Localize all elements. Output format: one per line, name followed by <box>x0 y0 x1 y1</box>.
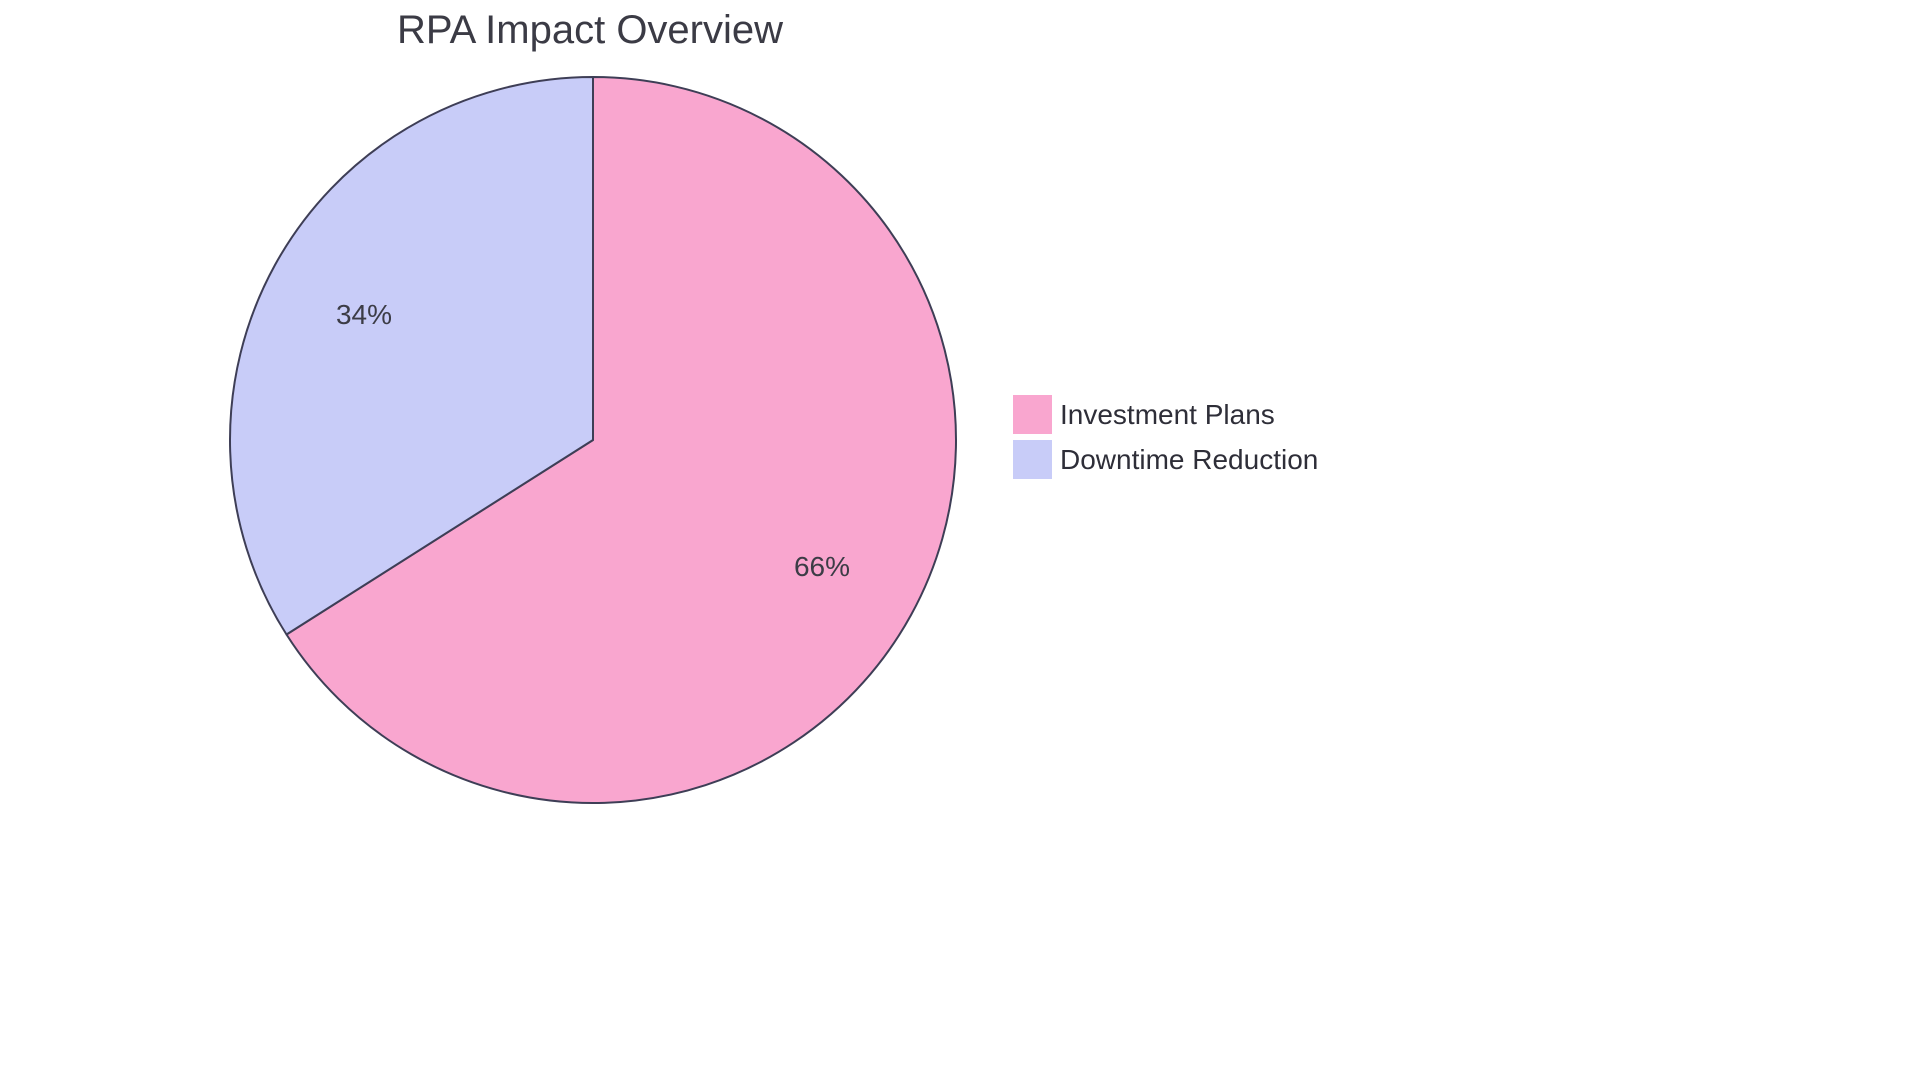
legend: Investment Plans Downtime Reduction <box>1013 395 1318 479</box>
legend-item-0: Investment Plans <box>1013 395 1318 434</box>
chart-title: RPA Impact Overview <box>396 8 784 52</box>
slice-label-1: 34% <box>336 299 392 330</box>
legend-swatch-1 <box>1013 440 1052 479</box>
legend-label-1: Downtime Reduction <box>1060 443 1319 475</box>
pie-slice-0 <box>285 76 957 804</box>
slice-label-0: 66% <box>794 551 850 582</box>
legend-label-0: Investment Plans <box>1060 398 1275 430</box>
legend-item-1: Downtime Reduction <box>1013 440 1318 479</box>
pie-slice-1 <box>228 76 594 636</box>
legend-swatch-0 <box>1013 395 1052 434</box>
